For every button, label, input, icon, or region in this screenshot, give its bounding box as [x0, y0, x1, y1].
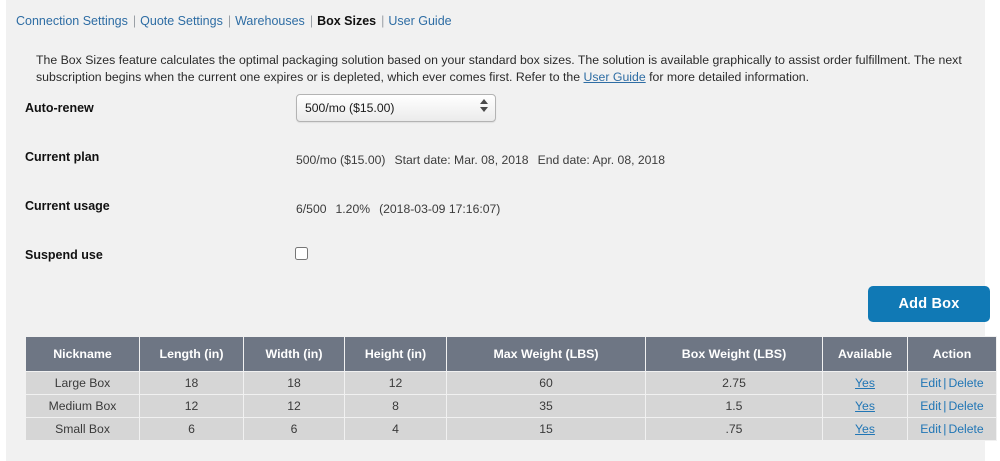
cell-length: 18	[140, 372, 243, 394]
feature-description: The Box Sizes feature calculates the opt…	[36, 52, 976, 86]
page-container: Connection Settings | Quote Settings | Wareh…	[6, 0, 997, 461]
delete-link[interactable]: Delete	[948, 376, 984, 390]
cell-width: 6	[244, 418, 344, 440]
column-header-width: Width (in)	[244, 337, 344, 371]
add-box-button[interactable]: Add Box	[868, 286, 990, 322]
current-usage-value: 6/500 1.20% (2018-03-09 17:16:07)	[296, 202, 500, 216]
action-separator: |	[943, 422, 947, 436]
auto-renew-label: Auto-renew	[25, 101, 94, 115]
nav-separator: |	[227, 14, 232, 28]
available-link[interactable]: Yes	[855, 376, 875, 390]
cell-max-weight: 35	[447, 395, 645, 417]
cell-height: 8	[345, 395, 446, 417]
user-guide-link[interactable]: User Guide	[583, 70, 646, 85]
nav-link-connection-settings[interactable]: Connection Settings	[16, 14, 128, 28]
cell-action: Edit | Delete	[908, 395, 996, 417]
nav-separator: |	[132, 14, 137, 28]
cell-length: 12	[140, 395, 243, 417]
table-header-row: Nickname Length (in) Width (in) Height (…	[26, 337, 996, 371]
current-usage-label: Current usage	[25, 199, 110, 213]
column-header-height: Height (in)	[345, 337, 446, 371]
current-plan-tier: 500/mo ($15.00)	[296, 153, 386, 167]
cell-width: 12	[244, 395, 344, 417]
cell-nickname: Small Box	[26, 418, 139, 440]
column-header-available: Available	[823, 337, 907, 371]
box-sizes-table: Nickname Length (in) Width (in) Height (…	[25, 336, 997, 441]
auto-renew-select-wrap: 500/mo ($15.00)	[296, 94, 496, 122]
cell-box-weight: 2.75	[646, 372, 822, 394]
suspend-use-checkbox[interactable]	[295, 247, 308, 260]
nav-link-box-sizes-active[interactable]: Box Sizes	[317, 14, 377, 28]
current-plan-start-date: Start date: Mar. 08, 2018	[394, 153, 529, 167]
action-separator: |	[943, 376, 947, 390]
delete-link[interactable]: Delete	[948, 399, 984, 413]
table-row: Medium Box 12 12 8 35 1.5 Yes Edit | Delet…	[26, 395, 996, 417]
cell-box-weight: 1.5	[646, 395, 822, 417]
current-plan-label: Current plan	[25, 150, 100, 164]
cell-height: 12	[345, 372, 446, 394]
cell-available: Yes	[823, 395, 907, 417]
description-text-part2: for more detailed information.	[645, 70, 810, 85]
table-row: Small Box 6 6 4 15 .75 Yes Edit | Delete	[26, 418, 996, 440]
available-link[interactable]: Yes	[855, 422, 875, 436]
description-text-part1: The Box Sizes feature calculates the opt…	[36, 53, 962, 85]
auto-renew-select[interactable]: 500/mo ($15.00)	[296, 94, 496, 122]
cell-action: Edit | Delete	[908, 418, 996, 440]
current-plan-end-date: End date: Apr. 08, 2018	[537, 153, 665, 167]
cell-available: Yes	[823, 372, 907, 394]
table-row: Large Box 18 18 12 60 2.75 Yes Edit | Dele…	[26, 372, 996, 394]
column-header-box-weight: Box Weight (LBS)	[646, 337, 822, 371]
suspend-use-label: Suspend use	[25, 248, 103, 262]
cell-max-weight: 15	[447, 418, 645, 440]
action-separator: |	[943, 399, 947, 413]
edit-link[interactable]: Edit	[920, 422, 942, 436]
cell-length: 6	[140, 418, 243, 440]
cell-nickname: Large Box	[26, 372, 139, 394]
cell-max-weight: 60	[447, 372, 645, 394]
nav-link-user-guide[interactable]: User Guide	[388, 14, 452, 28]
cell-nickname: Medium Box	[26, 395, 139, 417]
nav-separator: |	[309, 14, 314, 28]
column-header-length: Length (in)	[140, 337, 243, 371]
column-header-nickname: Nickname	[26, 337, 139, 371]
current-usage-timestamp: (2018-03-09 17:16:07)	[379, 202, 501, 216]
cell-width: 18	[244, 372, 344, 394]
settings-nav: Connection Settings | Quote Settings | Wareh…	[16, 12, 452, 30]
cell-action: Edit | Delete	[908, 372, 996, 394]
current-usage-percent: 1.20%	[335, 202, 371, 216]
edit-link[interactable]: Edit	[920, 376, 942, 390]
cell-available: Yes	[823, 418, 907, 440]
current-plan-value: 500/mo ($15.00) Start date: Mar. 08, 2018…	[296, 153, 665, 167]
nav-link-warehouses[interactable]: Warehouses	[235, 14, 305, 28]
column-header-action: Action	[908, 337, 996, 371]
cell-box-weight: .75	[646, 418, 822, 440]
cell-height: 4	[345, 418, 446, 440]
available-link[interactable]: Yes	[855, 399, 875, 413]
nav-separator: |	[381, 14, 385, 28]
column-header-max-weight: Max Weight (LBS)	[447, 337, 645, 371]
nav-link-quote-settings[interactable]: Quote Settings	[140, 14, 223, 28]
current-usage-count: 6/500	[296, 202, 327, 216]
delete-link[interactable]: Delete	[948, 422, 984, 436]
edit-link[interactable]: Edit	[920, 399, 942, 413]
